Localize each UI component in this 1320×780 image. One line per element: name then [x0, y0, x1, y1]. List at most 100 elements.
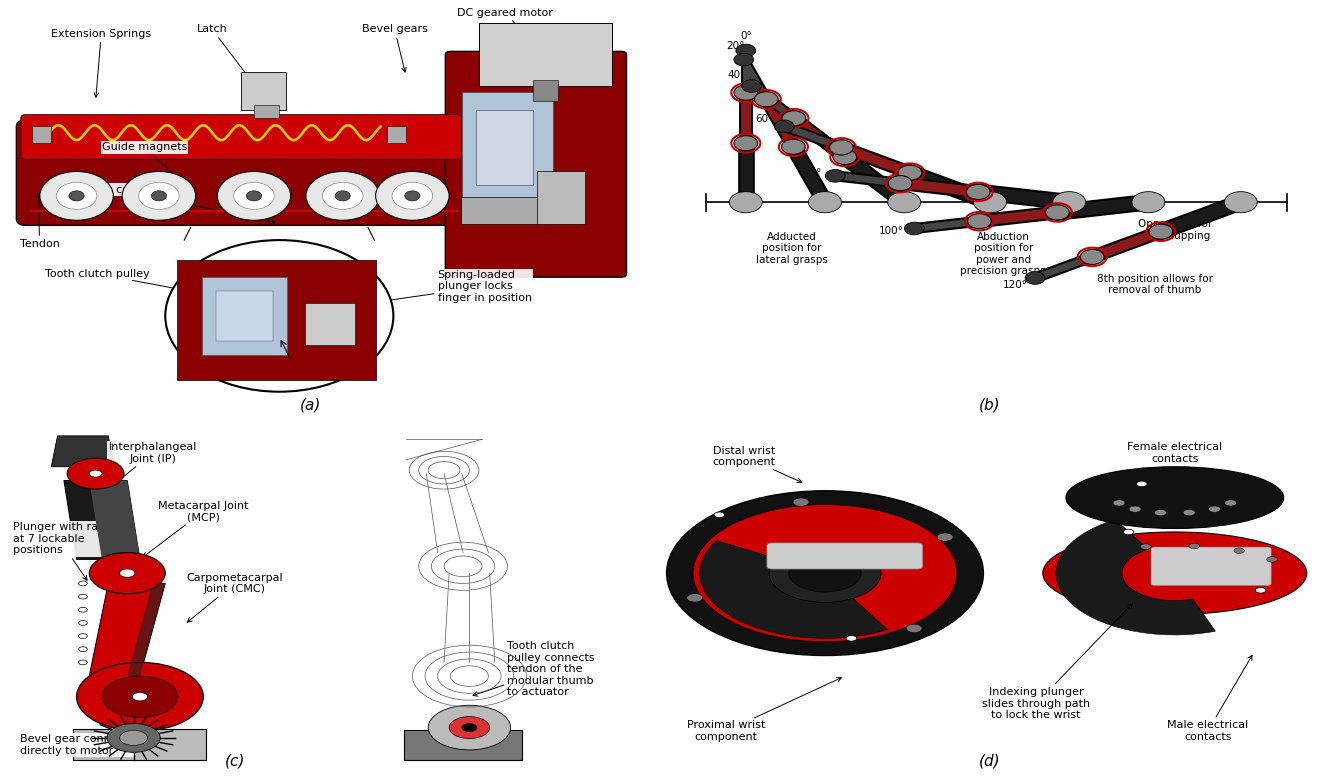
Text: Metacarpal Joint
(MCP): Metacarpal Joint (MCP) — [143, 501, 248, 557]
FancyBboxPatch shape — [462, 92, 553, 203]
Bar — [533, 80, 558, 101]
Circle shape — [737, 44, 755, 57]
Bar — [242, 72, 285, 109]
Text: Tooth clutch
pulley connects
tendon of the
modular thumb
to actuator: Tooth clutch pulley connects tendon of t… — [473, 641, 595, 697]
Circle shape — [898, 165, 921, 180]
Text: 100°: 100° — [879, 226, 904, 236]
Polygon shape — [127, 583, 165, 676]
Text: Indexing plunger
slides through path
to lock the wrist: Indexing plunger slides through path to … — [982, 604, 1133, 720]
Text: Female electrical
contacts: Female electrical contacts — [1127, 442, 1222, 477]
Circle shape — [57, 183, 96, 209]
Text: (b): (b) — [979, 398, 1001, 413]
Circle shape — [449, 717, 490, 739]
Circle shape — [904, 222, 924, 235]
Circle shape — [218, 172, 290, 220]
Circle shape — [102, 676, 178, 718]
Circle shape — [1053, 192, 1085, 213]
Circle shape — [123, 172, 195, 220]
Circle shape — [90, 552, 165, 594]
FancyBboxPatch shape — [404, 730, 521, 760]
Circle shape — [78, 647, 87, 651]
Text: Male electrical
contacts: Male electrical contacts — [1167, 655, 1253, 742]
Text: Carpometacarpal
Joint (CMC): Carpometacarpal Joint (CMC) — [186, 573, 284, 622]
FancyBboxPatch shape — [21, 115, 462, 159]
FancyBboxPatch shape — [177, 261, 376, 380]
Text: 60°: 60° — [755, 114, 774, 124]
Circle shape — [888, 176, 912, 191]
Circle shape — [78, 594, 87, 599]
Text: 20°: 20° — [726, 41, 744, 51]
Text: Adducted
position for
lateral grasps: Adducted position for lateral grasps — [756, 232, 828, 265]
Circle shape — [1209, 506, 1221, 512]
Circle shape — [322, 183, 363, 209]
Bar — [32, 126, 51, 144]
Bar — [305, 303, 355, 346]
Circle shape — [846, 636, 857, 641]
Circle shape — [132, 693, 148, 700]
Circle shape — [734, 53, 754, 66]
Circle shape — [789, 555, 861, 592]
FancyBboxPatch shape — [537, 172, 585, 225]
Circle shape — [1267, 557, 1278, 562]
Circle shape — [1137, 481, 1147, 487]
Circle shape — [793, 498, 809, 506]
Circle shape — [755, 92, 779, 107]
Circle shape — [693, 505, 957, 642]
Circle shape — [729, 192, 763, 213]
Circle shape — [40, 172, 114, 220]
FancyBboxPatch shape — [74, 729, 206, 760]
Polygon shape — [90, 480, 140, 559]
Circle shape — [768, 544, 882, 602]
Text: (c): (c) — [224, 753, 246, 769]
Circle shape — [78, 608, 87, 612]
Text: Spring-loaded
plunger locks
finger in position: Spring-loaded plunger locks finger in po… — [372, 270, 532, 304]
FancyBboxPatch shape — [445, 51, 627, 277]
Wedge shape — [1056, 519, 1216, 635]
Circle shape — [247, 191, 261, 201]
Circle shape — [829, 140, 853, 155]
Text: Bevel gears: Bevel gears — [362, 24, 428, 72]
Polygon shape — [51, 436, 115, 466]
Circle shape — [974, 192, 1006, 213]
Circle shape — [781, 111, 805, 126]
Circle shape — [462, 724, 477, 732]
Text: Interphalangeal
Joint (IP): Interphalangeal Joint (IP) — [108, 442, 197, 481]
Text: (a): (a) — [301, 398, 322, 413]
Text: 120°: 120° — [1002, 280, 1027, 290]
Circle shape — [78, 633, 87, 639]
Circle shape — [906, 624, 921, 633]
Ellipse shape — [1067, 466, 1284, 529]
Text: 8th position allows for
removal of thumb: 8th position allows for removal of thumb — [1097, 274, 1213, 296]
Text: 40°: 40° — [727, 69, 746, 80]
Circle shape — [1189, 544, 1200, 549]
Text: Distal wrist
component: Distal wrist component — [713, 445, 801, 483]
Circle shape — [1183, 509, 1195, 516]
Ellipse shape — [1043, 532, 1307, 615]
Circle shape — [1026, 271, 1045, 284]
Circle shape — [405, 191, 420, 201]
Text: 0°: 0° — [741, 30, 751, 41]
Text: Bevel gear connects
directly to motor: Bevel gear connects directly to motor — [20, 731, 133, 756]
Bar — [216, 291, 273, 341]
Text: Tendon: Tendon — [20, 193, 59, 250]
Circle shape — [69, 191, 84, 201]
Text: Extension Springs: Extension Springs — [51, 29, 152, 98]
Text: Guide magnets: Guide magnets — [102, 143, 187, 187]
Wedge shape — [700, 541, 887, 638]
Circle shape — [1234, 548, 1245, 553]
Circle shape — [78, 621, 87, 626]
Circle shape — [667, 491, 983, 655]
Circle shape — [165, 240, 393, 392]
Circle shape — [825, 169, 845, 183]
Circle shape — [139, 183, 180, 209]
FancyBboxPatch shape — [479, 23, 612, 87]
Circle shape — [1140, 544, 1151, 549]
Circle shape — [1129, 506, 1140, 512]
Circle shape — [775, 120, 795, 133]
Circle shape — [833, 150, 857, 165]
Text: 80°: 80° — [804, 168, 821, 179]
Circle shape — [887, 192, 921, 213]
Circle shape — [742, 80, 762, 92]
Text: Plunger with rail
at 7 lockable
positions: Plunger with rail at 7 lockable position… — [13, 523, 104, 580]
FancyBboxPatch shape — [1151, 547, 1271, 586]
